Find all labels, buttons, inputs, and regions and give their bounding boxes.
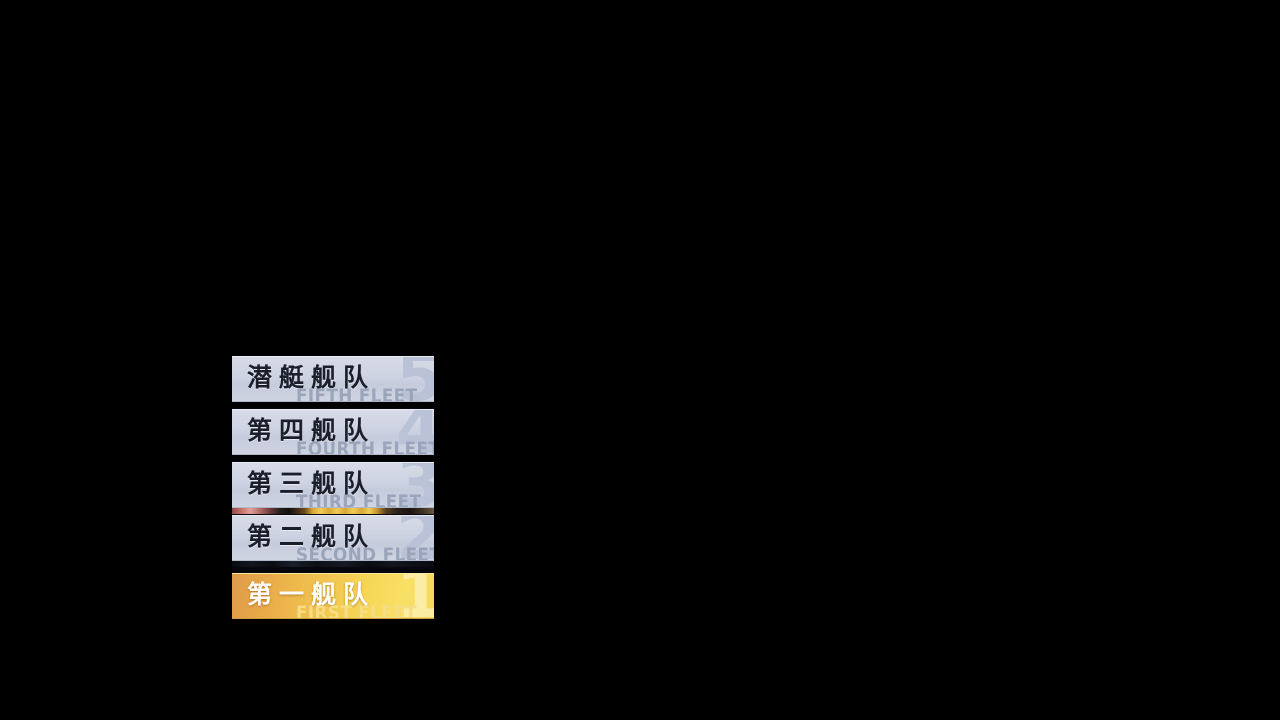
tab-seam [232, 408, 434, 409]
fleet-subtitle-1: FIRST FLEET [296, 602, 417, 619]
tab-seam [232, 567, 434, 573]
fleet-selector: 5 潜艇舰队 FIFTH FLEET 4 第四舰队 FOURTH FLEET 3… [232, 356, 434, 619]
fleet-subtitle-5: FIFTH FLEET [296, 385, 418, 402]
fleet-label-2: 第二舰队 [247, 522, 376, 551]
fleet-tab-2[interactable]: 2 第二舰队 SECOND FLEET [232, 515, 434, 561]
fleet-tab-3[interactable]: 3 第三舰队 THIRD FLEET [232, 462, 434, 508]
fleet-tab-4[interactable]: 4 第四舰队 FOURTH FLEET [232, 409, 434, 455]
fleet-tab-5[interactable]: 5 潜艇舰队 FIFTH FLEET [232, 356, 434, 402]
fleet-tab-1[interactable]: 1 第一舰队 FIRST FLEET [232, 573, 434, 619]
fleet-subtitle-2: SECOND FLEET [296, 544, 434, 561]
tab-seam [232, 514, 434, 515]
fleet-label-1: 第一舰队 [247, 580, 376, 609]
fleet-label-4: 第四舰队 [247, 416, 376, 445]
background-artwork-sliver-3 [232, 508, 434, 514]
fleet-label-5: 潜艇舰队 [247, 363, 376, 392]
fleet-subtitle-3: THIRD FLEET [296, 491, 422, 508]
fleet-label-3: 第三舰队 [247, 469, 376, 498]
fleet-subtitle-4: FOURTH FLEET [296, 438, 434, 455]
background-artwork-sliver-2 [232, 561, 434, 567]
tab-seam [232, 461, 434, 462]
